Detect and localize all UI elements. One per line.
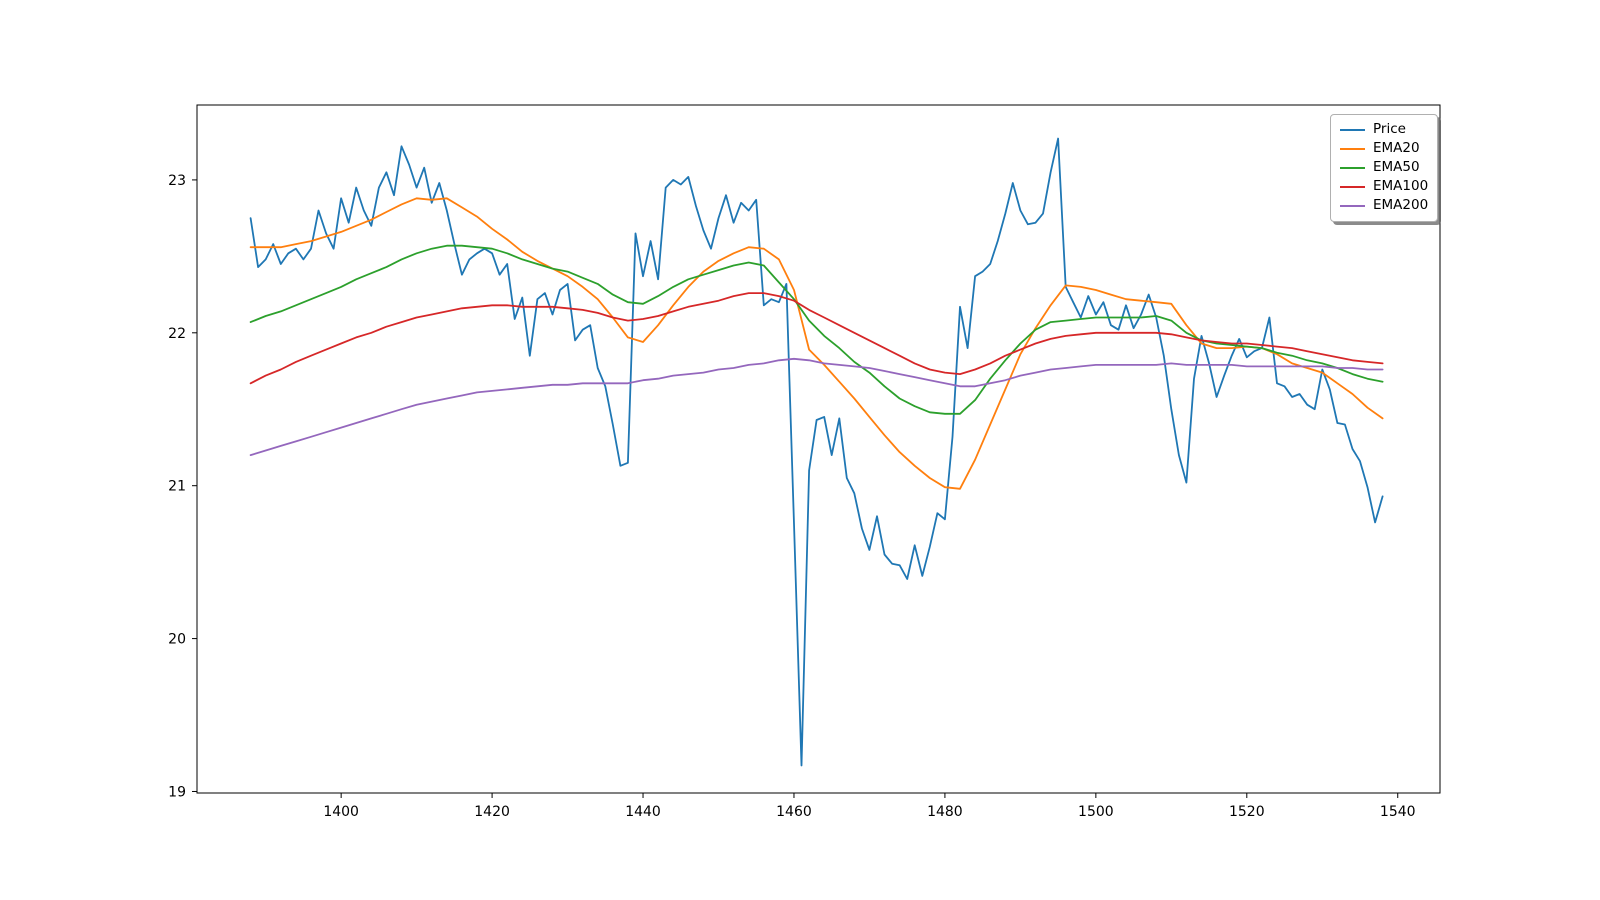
x-tick-label: 1540	[1380, 804, 1416, 820]
ema50-line-swatch-icon	[1340, 166, 1365, 169]
legend: Price EMA20 EMA50 EMA100 EMA200	[1330, 114, 1438, 222]
legend-label-ema200: EMA200	[1373, 197, 1429, 213]
axes-spines	[196, 104, 1441, 794]
ema20-line-swatch-icon	[1340, 147, 1365, 150]
legend-label-price: Price	[1373, 121, 1406, 137]
legend-item-ema200: EMA200	[1331, 196, 1437, 215]
x-tick-label: 1480	[927, 804, 963, 820]
legend-item-ema100: EMA100	[1331, 177, 1437, 196]
legend-label-ema50: EMA50	[1373, 159, 1420, 175]
ema200-line-swatch-icon	[1340, 204, 1365, 207]
legend-label-ema20: EMA20	[1373, 140, 1420, 156]
series-line-ema50	[249, 244, 1384, 415]
legend-item-price: Price	[1331, 120, 1437, 139]
ema100-line-swatch-icon	[1340, 185, 1365, 188]
series-line-ema20	[249, 197, 1384, 490]
y-tick-label: 22	[168, 326, 186, 342]
x-tick-label: 1520	[1229, 804, 1265, 820]
series-line-ema200	[249, 357, 1384, 457]
y-tick-label: 19	[168, 784, 186, 800]
price-line-swatch-icon	[1340, 128, 1365, 131]
y-tick-label: 23	[168, 173, 186, 189]
legend-item-ema50: EMA50	[1331, 158, 1437, 177]
x-tick-label: 1400	[323, 804, 359, 820]
legend-item-ema20: EMA20	[1331, 139, 1437, 158]
x-tick-label: 1500	[1078, 804, 1114, 820]
legend-label-ema100: EMA100	[1373, 178, 1429, 194]
x-tick-label: 1440	[625, 804, 661, 820]
x-tick-label: 1420	[474, 804, 510, 820]
y-tick-label: 20	[168, 632, 186, 648]
y-tick-label: 21	[168, 479, 186, 495]
series-line-ema100	[249, 292, 1384, 385]
x-tick-label: 1460	[776, 804, 812, 820]
series-line-price	[249, 137, 1384, 767]
